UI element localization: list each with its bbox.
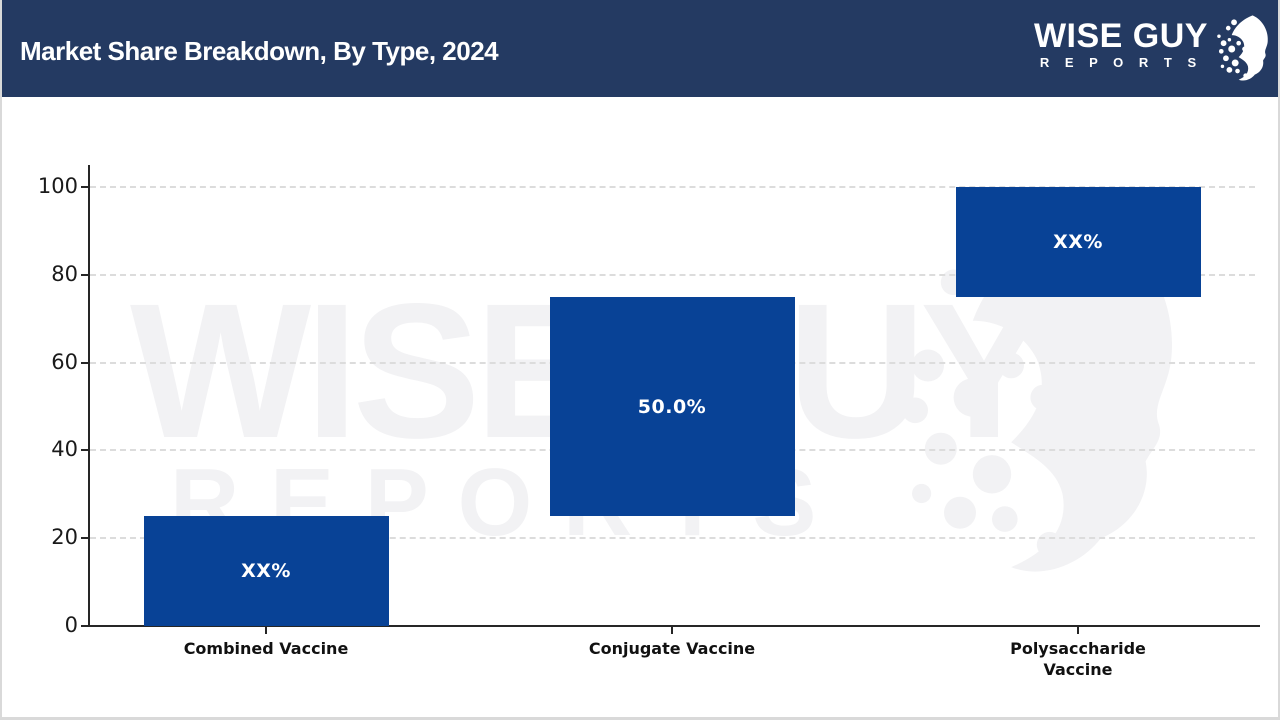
bar-polysaccharide-vaccine: XX% — [955, 187, 1201, 297]
chart-title: Market Share Breakdown, By Type, 2024 — [20, 36, 499, 66]
logo-reports-label: R E P O R T S — [1039, 55, 1203, 70]
bar-conjugate-vaccine: 50.0% — [549, 296, 795, 517]
logo-text: WISE GUY R E P O R T S — [1034, 18, 1208, 72]
x-axis-category-label: Polysaccharide Vaccine — [1010, 639, 1146, 679]
y-axis-tick-label: 100 — [37, 174, 78, 198]
y-axis-line — [88, 165, 90, 626]
gridline-100 — [90, 186, 1255, 188]
y-axis-tick-label: 20 — [51, 525, 78, 550]
x-axis-tick-mark — [1077, 627, 1079, 634]
y-axis-tick-mark — [81, 273, 89, 276]
y-axis-tick-label: 0 — [64, 613, 78, 637]
gridline-20 — [90, 537, 1255, 540]
header-bar: Market Share Breakdown, By Type, 2024 WI… — [2, 0, 1278, 97]
y-axis-tick-mark — [81, 449, 89, 452]
wiseguy-logo: WISE GUY R E P O R T S — [1034, 6, 1270, 91]
x-axis-category-label: Combined Vaccine — [183, 639, 349, 658]
x-axis-tick-mark — [265, 627, 267, 634]
y-axis-tick-mark — [81, 361, 89, 364]
plot-area: 0 20 40 60 80 100 XX% Combined Vaccine 50.0% Conj… — [2, 97, 1278, 717]
x-axis-line — [88, 625, 1260, 627]
logo-face-icon — [1217, 15, 1268, 81]
y-axis-tick-mark — [81, 186, 89, 188]
logo-brand-name: WISE GUY — [1033, 17, 1208, 55]
y-axis-tick-label: 40 — [51, 437, 78, 462]
y-axis-tick-mark — [81, 537, 89, 540]
bar-value-label: XX% — [1053, 230, 1103, 253]
x-axis-tick-mark — [671, 627, 673, 634]
y-axis-tick-mark — [81, 625, 89, 627]
y-axis-tick-label: 60 — [51, 349, 78, 374]
bar-combined-vaccine: XX% — [143, 516, 389, 626]
bar-value-label: XX% — [241, 560, 291, 583]
gridline-80 — [90, 273, 1255, 276]
y-axis-tick-label: 80 — [51, 261, 78, 286]
x-axis-category-label: Conjugate Vaccine — [588, 639, 756, 658]
bar-value-label: 50.0% — [637, 395, 707, 418]
